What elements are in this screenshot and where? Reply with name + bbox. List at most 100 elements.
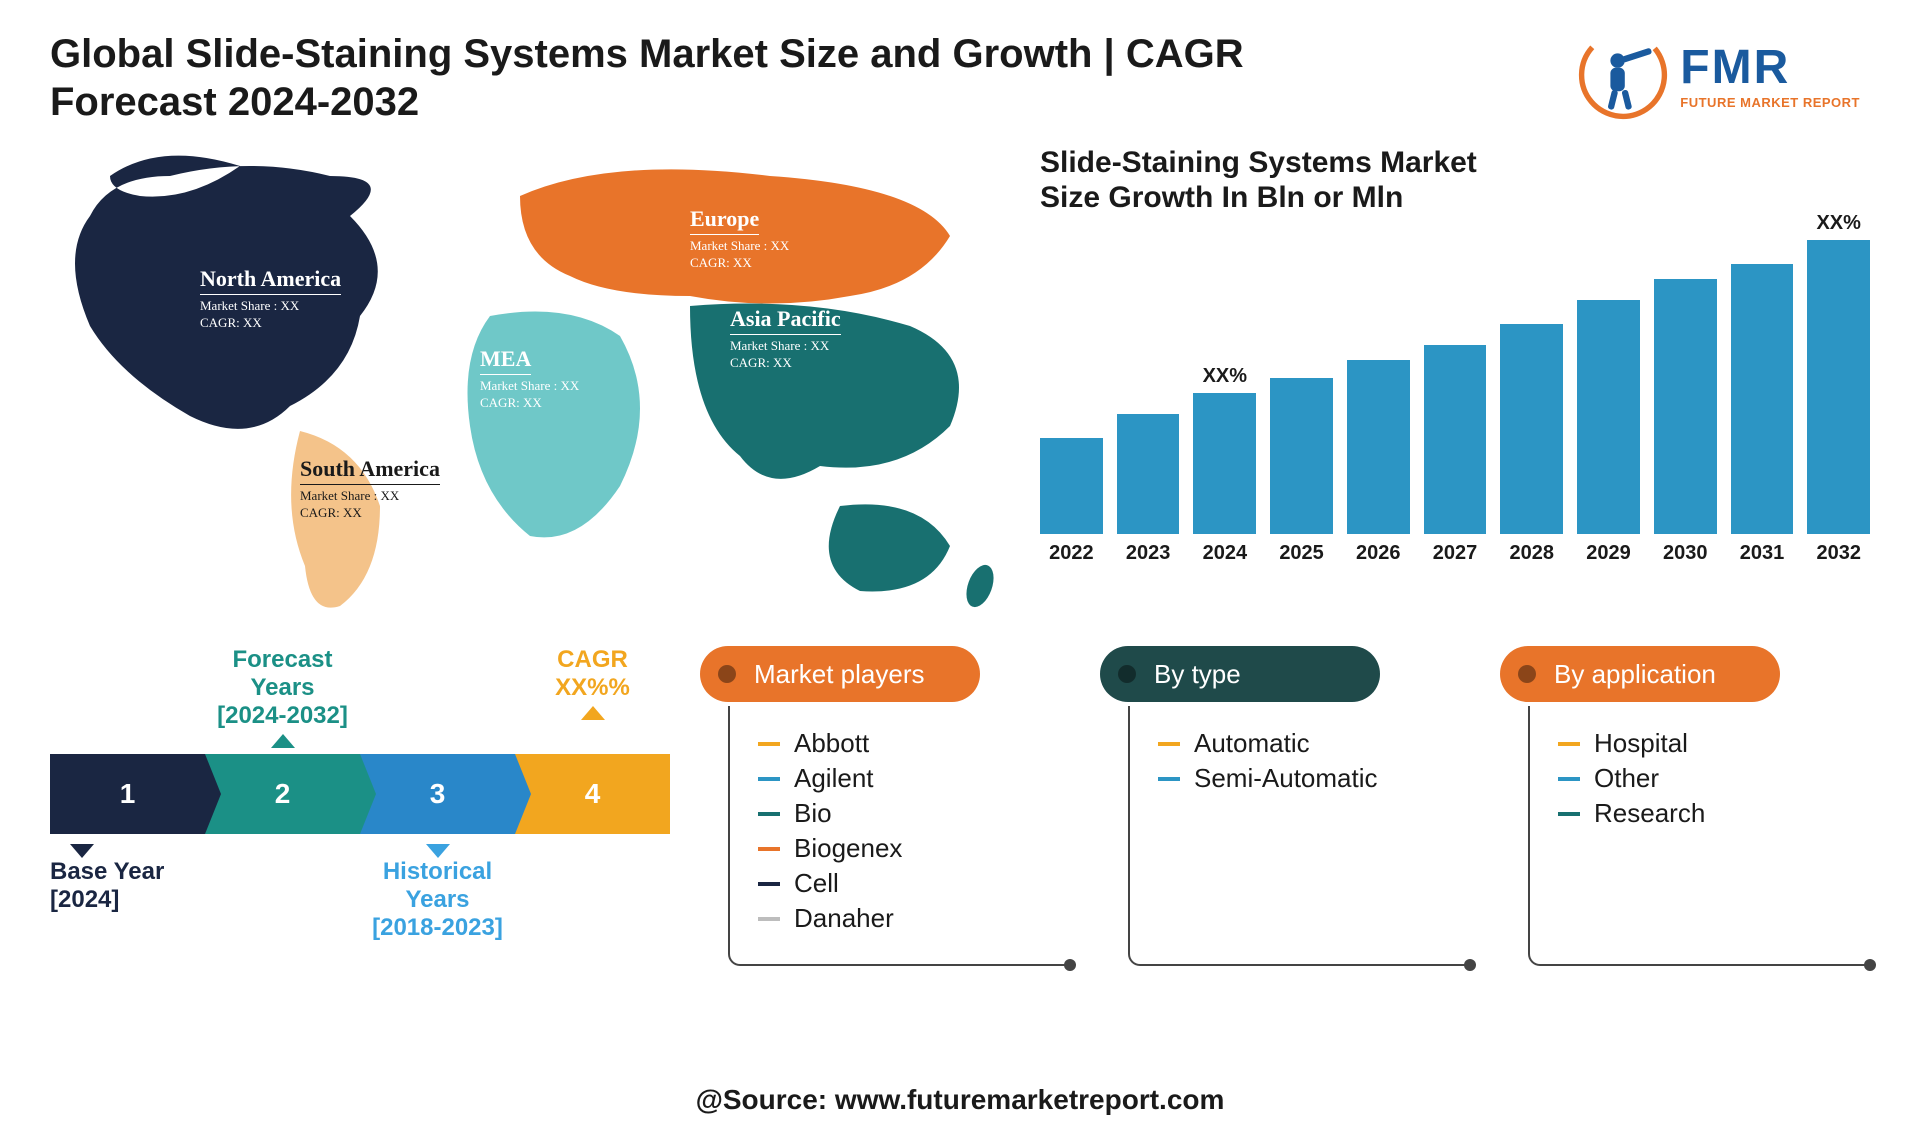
category-item-label: Cell (794, 868, 839, 899)
bar-2031: 2031 (1731, 264, 1794, 565)
bar-rect (1500, 324, 1563, 534)
tick-icon (1558, 812, 1580, 816)
region-name: North America (200, 266, 341, 295)
category-item: Biogenex (758, 833, 1058, 864)
category-item-label: Danaher (794, 903, 894, 934)
category-item-label: Semi-Automatic (1194, 763, 1378, 794)
triangle-up-icon (581, 706, 605, 720)
bar-rect (1424, 345, 1487, 534)
bar-rect (1040, 438, 1103, 534)
bar-2023: 2023 (1117, 414, 1180, 565)
bar-callout: XX% (1816, 212, 1860, 235)
logo-subtext: FUTURE MARKET REPORT (1680, 95, 1860, 110)
region-ap-nz-shape (961, 561, 999, 611)
bar-year-label: 2027 (1433, 542, 1478, 565)
category-item-label: Hospital (1594, 728, 1688, 759)
region-label-eu: EuropeMarket Share : XXCAGR: XX (690, 206, 789, 272)
world-map: North AmericaMarket Share : XXCAGR: XXSo… (50, 146, 1010, 616)
bar-rect (1654, 279, 1717, 534)
region-name: Asia Pacific (730, 306, 841, 335)
bar-year-label: 2026 (1356, 542, 1401, 565)
source-attribution: @Source: www.futuremarketreport.com (0, 1084, 1920, 1116)
tick-icon (758, 742, 780, 746)
category-item-label: Biogenex (794, 833, 902, 864)
dot-icon (1118, 665, 1136, 683)
bar-2032: XX%2032 (1807, 240, 1870, 565)
bar-year-label: 2025 (1279, 542, 1324, 565)
hist-range: [2018-2023] (360, 914, 515, 942)
bar-rect (1577, 300, 1640, 534)
region-cagr: CAGR: XX (730, 355, 841, 372)
bar-year-label: 2029 (1586, 542, 1631, 565)
forecast-label: Forecast Years (205, 646, 360, 702)
tick-icon (758, 812, 780, 816)
hist-label: Historical Years (360, 858, 515, 914)
timeline-segment-4: 4 (515, 754, 670, 834)
category-item: Automatic (1158, 728, 1458, 759)
category-bracket: Abbott Agilent Bio Biogenex Cell Danaher (728, 706, 1070, 966)
bar-rect (1117, 414, 1180, 534)
category-item-label: Abbott (794, 728, 869, 759)
category-by-application: By application Hospital Other Research (1500, 646, 1870, 966)
category-pill: By application (1500, 646, 1780, 702)
region-cagr: CAGR: XX (480, 395, 579, 412)
category-item-label: Research (1594, 798, 1705, 829)
category-item: Cell (758, 868, 1058, 899)
bar-2027: 2027 (1424, 345, 1487, 565)
category-pill: Market players (700, 646, 980, 702)
category-item: Bio (758, 798, 1058, 829)
tick-icon (1158, 742, 1180, 746)
base-label: Base Year (50, 858, 205, 886)
region-share: Market Share : XX (300, 488, 440, 505)
category-item: Agilent (758, 763, 1058, 794)
logo-text: FMR (1680, 40, 1860, 95)
region-cagr: CAGR: XX (200, 315, 341, 332)
bar-2029: 2029 (1577, 300, 1640, 565)
bar-rect (1731, 264, 1794, 534)
bar-year-label: 2032 (1816, 542, 1861, 565)
region-cagr: CAGR: XX (690, 255, 789, 272)
bar-rect (1807, 240, 1870, 534)
chart-title: Slide-Staining Systems Market Size Growt… (1040, 146, 1540, 215)
dot-icon (718, 665, 736, 683)
bar-2030: 2030 (1654, 279, 1717, 565)
triangle-up-icon (271, 734, 295, 748)
region-name: South America (300, 456, 440, 485)
category-bracket: Automatic Semi-Automatic (1128, 706, 1470, 966)
category-item: Semi-Automatic (1158, 763, 1458, 794)
tick-icon (1558, 777, 1580, 781)
fmr-logo: FMR FUTURE MARKET REPORT (1578, 30, 1860, 120)
category-item-label: Agilent (794, 763, 874, 794)
cagr-value: XX%% (515, 674, 670, 702)
dot-icon (1518, 665, 1536, 683)
category-bracket: Hospital Other Research (1528, 706, 1870, 966)
category-market-players: Market players Abbott Agilent Bio Biogenex Ce… (700, 646, 1070, 966)
bar-2022: 2022 (1040, 438, 1103, 565)
bar-year-label: 2031 (1740, 542, 1785, 565)
bar-year-label: 2023 (1126, 542, 1171, 565)
region-label-na: North America Market Share : XXCAGR: XX (200, 266, 341, 332)
region-share: Market Share : XX (480, 378, 579, 395)
bar-rect (1270, 378, 1333, 534)
tick-icon (1558, 742, 1580, 746)
region-cagr: CAGR: XX (300, 505, 440, 522)
bar-rect (1193, 393, 1256, 534)
bar-2025: 2025 (1270, 378, 1333, 565)
region-ap-aus-shape (829, 504, 950, 591)
category-item: Hospital (1558, 728, 1858, 759)
region-label-sa: South America Market Share : XXCAGR: XX (300, 456, 440, 522)
bar-year-label: 2030 (1663, 542, 1708, 565)
category-item: Other (1558, 763, 1858, 794)
timeline-panel: Forecast Years [2024-2032] CAGR XX%% 123… (50, 646, 670, 942)
growth-bar-chart: Slide-Staining Systems Market Size Growt… (1040, 146, 1870, 616)
base-range: [2024] (50, 886, 205, 914)
bar-2026: 2026 (1347, 360, 1410, 565)
tick-icon (758, 777, 780, 781)
region-label-ap: Asia PacificMarket Share : XXCAGR: XX (730, 306, 841, 372)
category-item-label: Other (1594, 763, 1659, 794)
category-by-type: By typeAutomaticSemi-Automatic (1100, 646, 1470, 966)
region-share: Market Share : XX (200, 298, 341, 315)
bar-callout: XX% (1203, 365, 1247, 388)
tick-icon (758, 882, 780, 886)
tick-icon (758, 847, 780, 851)
